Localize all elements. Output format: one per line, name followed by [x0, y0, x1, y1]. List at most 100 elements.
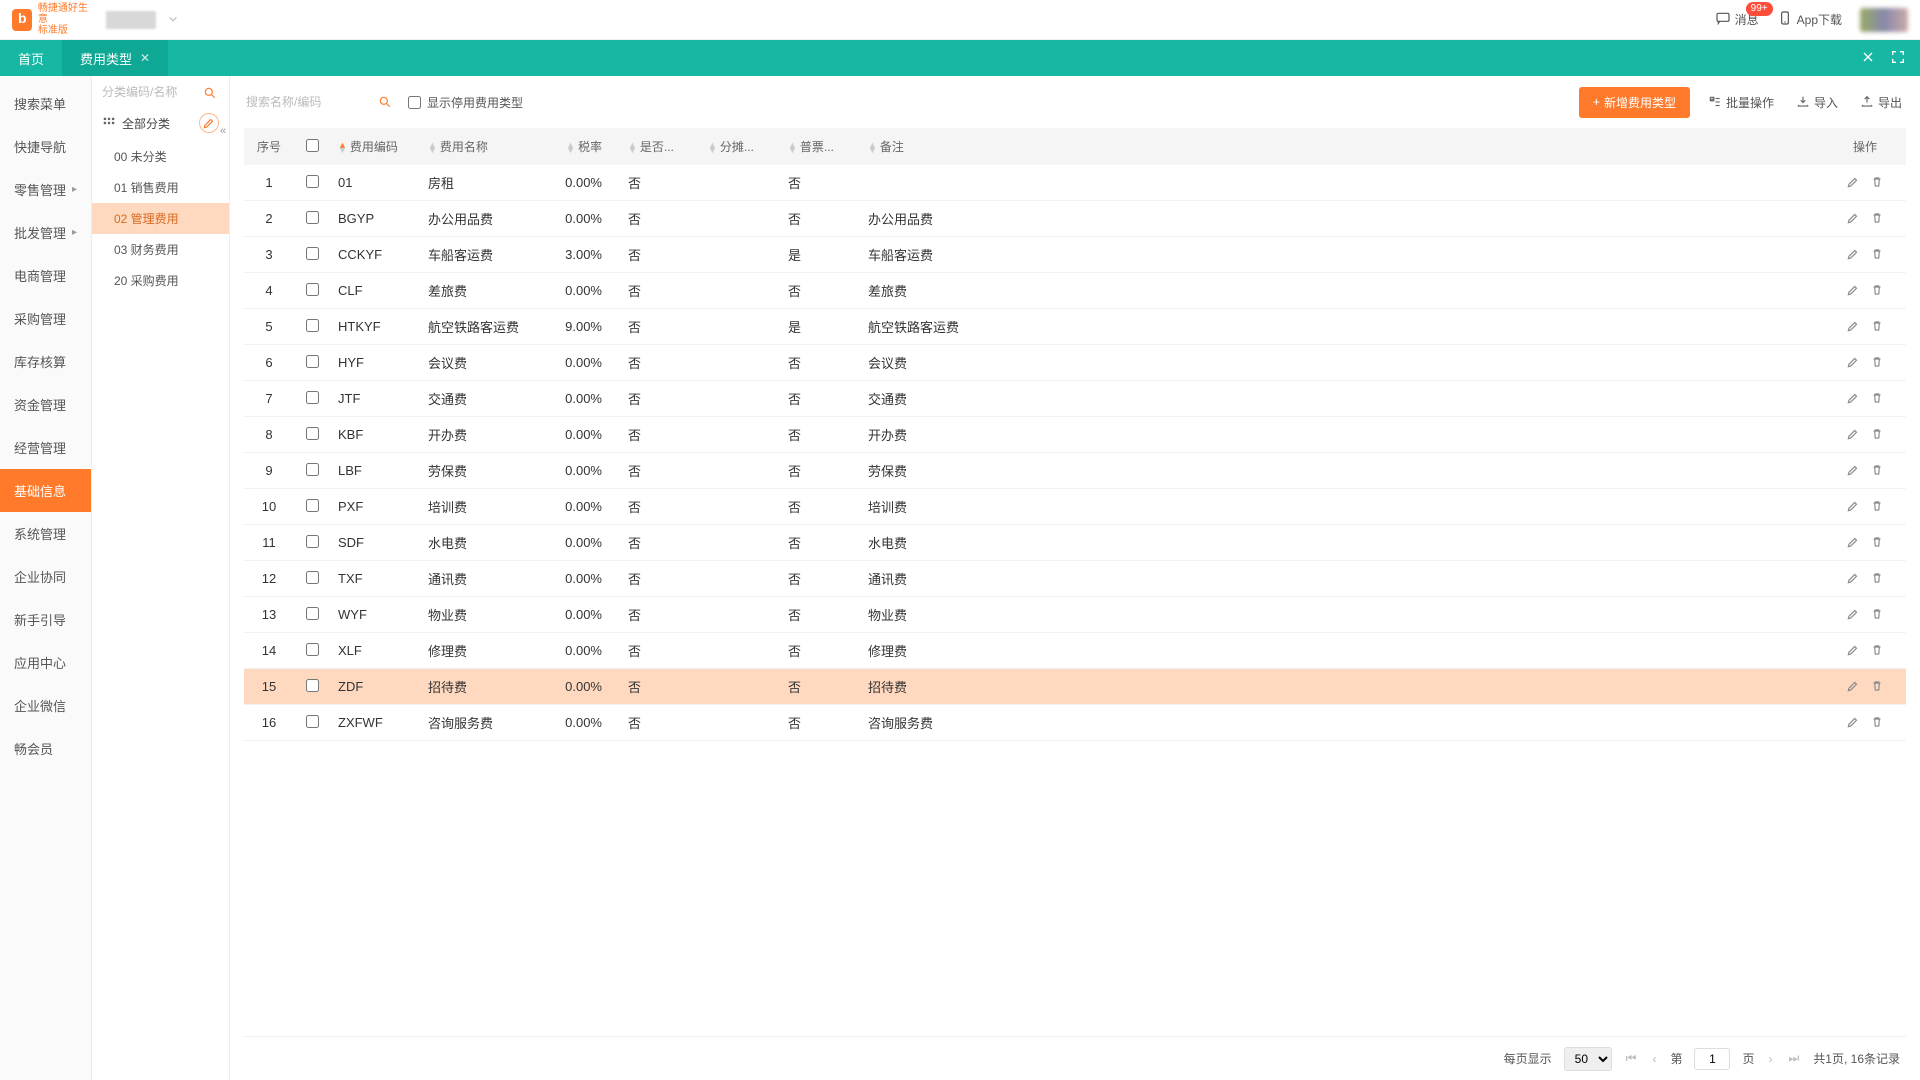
table-row[interactable]: 16ZXFWF咨询服务费0.00%否否咨询服务费 [244, 705, 1906, 741]
edit-icon[interactable] [1846, 319, 1860, 334]
edit-icon[interactable] [1846, 715, 1860, 730]
edit-icon[interactable] [1846, 607, 1860, 622]
edit-icon[interactable] [1846, 247, 1860, 262]
sidebar-item-14[interactable]: 企业微信 [0, 684, 91, 727]
delete-icon[interactable] [1870, 535, 1884, 550]
row-checkbox[interactable] [306, 643, 319, 656]
delete-icon[interactable] [1870, 391, 1884, 406]
sidebar-item-9[interactable]: 基础信息 [0, 469, 91, 512]
table-row[interactable]: 2BGYP办公用品费0.00%否否办公用品费 [244, 201, 1906, 237]
row-checkbox[interactable] [306, 283, 319, 296]
delete-icon[interactable] [1870, 247, 1884, 262]
import-button[interactable]: 导入 [1792, 88, 1842, 117]
table-row[interactable]: 5HTKYF航空铁路客运费9.00%否是航空铁路客运费 [244, 309, 1906, 345]
cell-checkbox[interactable] [294, 705, 330, 741]
search-icon[interactable] [378, 95, 392, 110]
delete-icon[interactable] [1870, 319, 1884, 334]
cell-checkbox[interactable] [294, 201, 330, 237]
category-search-input[interactable] [102, 85, 219, 99]
row-checkbox[interactable] [306, 571, 319, 584]
edit-icon[interactable] [1846, 175, 1860, 190]
cell-checkbox[interactable] [294, 345, 330, 381]
category-item-2[interactable]: 02 管理费用 [92, 203, 229, 234]
row-checkbox[interactable] [306, 319, 319, 332]
edit-icon[interactable] [1846, 571, 1860, 586]
table-row[interactable]: 11SDF水电费0.00%否否水电费 [244, 525, 1906, 561]
category-item-4[interactable]: 20 采购费用 [92, 265, 229, 296]
tab-0[interactable]: 首页 [0, 40, 62, 76]
row-checkbox[interactable] [306, 355, 319, 368]
per-page-select[interactable]: 50 [1564, 1047, 1612, 1071]
user-avatar[interactable] [1860, 8, 1908, 32]
col-bool3[interactable]: ▲▼普票... [780, 128, 860, 165]
show-disabled-input[interactable] [408, 96, 421, 109]
table-row[interactable]: 6HYF会议费0.00%否否会议费 [244, 345, 1906, 381]
edit-icon[interactable] [1846, 535, 1860, 550]
cell-checkbox[interactable] [294, 633, 330, 669]
cell-checkbox[interactable] [294, 525, 330, 561]
delete-icon[interactable] [1870, 715, 1884, 730]
delete-icon[interactable] [1870, 571, 1884, 586]
table-row[interactable]: 7JTF交通费0.00%否否交通费 [244, 381, 1906, 417]
sidebar-item-5[interactable]: 采购管理 [0, 297, 91, 340]
edit-icon[interactable] [1846, 427, 1860, 442]
delete-icon[interactable] [1870, 175, 1884, 190]
table-row[interactable]: 12TXF通讯费0.00%否否通讯费 [244, 561, 1906, 597]
cell-checkbox[interactable] [294, 381, 330, 417]
edit-icon[interactable] [1846, 391, 1860, 406]
col-code[interactable]: ▲▼费用编码 [330, 128, 420, 165]
first-page-button[interactable]: ⏮ [1624, 1051, 1639, 1066]
edit-icon[interactable] [1846, 499, 1860, 514]
row-checkbox[interactable] [306, 247, 319, 260]
batch-ops-button[interactable]: 批量操作 [1704, 88, 1778, 117]
table-row[interactable]: 15ZDF招待费0.00%否否招待费 [244, 669, 1906, 705]
table-row[interactable]: 8KBF开办费0.00%否否开办费 [244, 417, 1906, 453]
cell-checkbox[interactable] [294, 489, 330, 525]
category-item-1[interactable]: 01 销售费用 [92, 172, 229, 203]
delete-icon[interactable] [1870, 211, 1884, 226]
delete-icon[interactable] [1870, 607, 1884, 622]
last-page-button[interactable]: ⏭ [1786, 1051, 1801, 1066]
show-disabled-checkbox[interactable]: 显示停用费用类型 [408, 94, 523, 111]
table-row[interactable]: 4CLF差旅费0.00%否否差旅费 [244, 273, 1906, 309]
edit-icon[interactable] [1846, 283, 1860, 298]
col-bool1[interactable]: ▲▼是否... [620, 128, 700, 165]
select-all-checkbox[interactable] [306, 139, 319, 152]
table-row[interactable]: 9LBF劳保费0.00%否否劳保费 [244, 453, 1906, 489]
org-selector[interactable] [92, 11, 194, 29]
sidebar-item-2[interactable]: 零售管理▸ [0, 168, 91, 211]
page-input[interactable] [1694, 1048, 1730, 1070]
category-all[interactable]: 全部分类 [92, 107, 229, 139]
category-item-3[interactable]: 03 财务费用 [92, 234, 229, 265]
delete-icon[interactable] [1870, 283, 1884, 298]
table-row[interactable]: 13WYF物业费0.00%否否物业费 [244, 597, 1906, 633]
close-all-tabs-icon[interactable] [1860, 49, 1876, 68]
cell-checkbox[interactable] [294, 453, 330, 489]
sidebar-item-12[interactable]: 新手引导 [0, 598, 91, 641]
sidebar-item-11[interactable]: 企业协同 [0, 555, 91, 598]
delete-icon[interactable] [1870, 679, 1884, 694]
table-row[interactable]: 101房租0.00%否否 [244, 165, 1906, 201]
row-checkbox[interactable] [306, 535, 319, 548]
row-checkbox[interactable] [306, 679, 319, 692]
sidebar-item-3[interactable]: 批发管理▸ [0, 211, 91, 254]
row-checkbox[interactable] [306, 175, 319, 188]
tab-1[interactable]: 费用类型✕ [62, 40, 168, 76]
row-checkbox[interactable] [306, 607, 319, 620]
delete-icon[interactable] [1870, 427, 1884, 442]
edit-icon[interactable] [1846, 463, 1860, 478]
close-icon[interactable]: ✕ [140, 51, 150, 65]
delete-icon[interactable] [1870, 463, 1884, 478]
row-checkbox[interactable] [306, 427, 319, 440]
cell-checkbox[interactable] [294, 417, 330, 453]
sidebar-item-15[interactable]: 畅会员 [0, 727, 91, 770]
table-row[interactable]: 10PXF培训费0.00%否否培训费 [244, 489, 1906, 525]
add-expense-type-button[interactable]: + 新增费用类型 [1579, 87, 1690, 118]
table-row[interactable]: 14XLF修理费0.00%否否修理费 [244, 633, 1906, 669]
messages-button[interactable]: 消息 99+ [1715, 10, 1759, 29]
col-name[interactable]: ▲▼费用名称 [420, 128, 550, 165]
delete-icon[interactable] [1870, 355, 1884, 370]
row-checkbox[interactable] [306, 499, 319, 512]
sidebar-item-1[interactable]: 快捷导航 [0, 125, 91, 168]
sidebar-item-0[interactable]: 搜索菜单 [0, 82, 91, 125]
